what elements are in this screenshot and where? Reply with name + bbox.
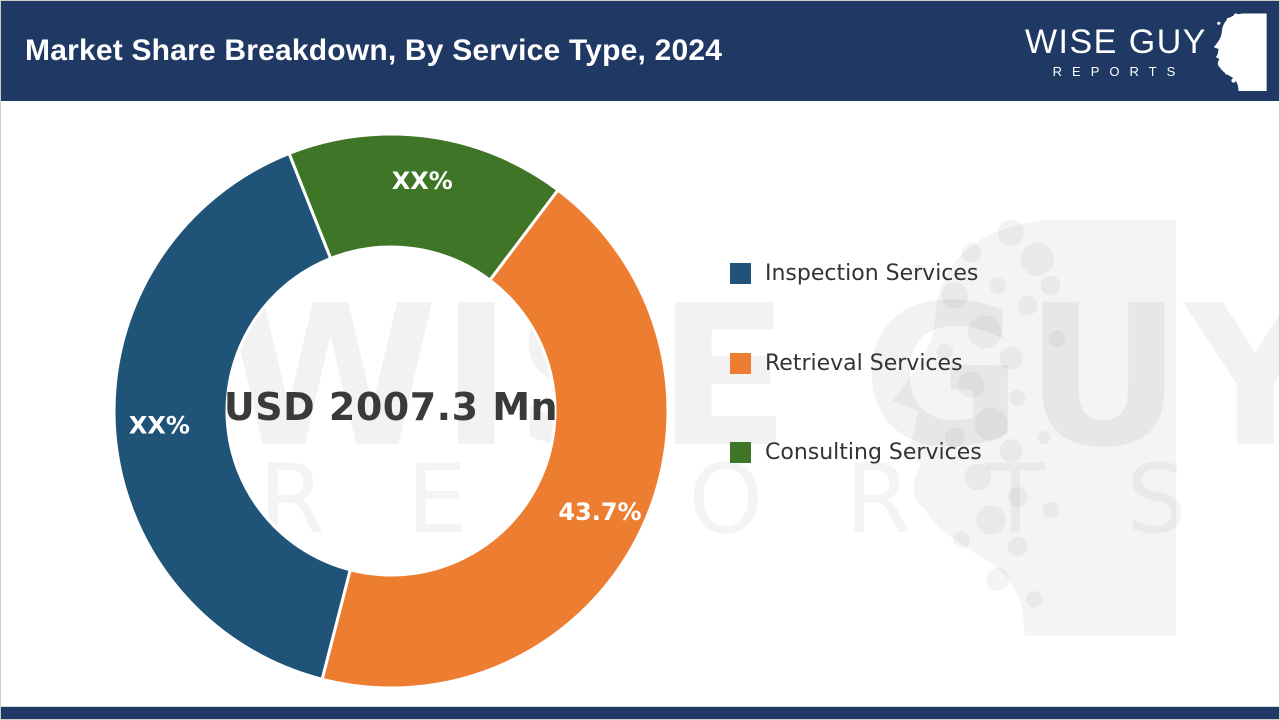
header-bar: Market Share Breakdown, By Service Type,… [1, 1, 1279, 101]
logo-line1: WISE GUY [1024, 23, 1207, 61]
footer-bar [1, 707, 1279, 719]
segment-label-inspection-services: XX% [129, 412, 190, 440]
legend-label: Retrieval Services [765, 350, 963, 376]
donut-segment-consulting-services [287, 132, 560, 282]
donut-segment-retrieval-services [320, 188, 670, 690]
donut-segment-inspection-services [112, 151, 352, 681]
donut-center-label: USD 2007.3 Mn [223, 385, 559, 429]
bottom-rule [1, 706, 1279, 707]
segment-label-retrieval-services: 43.7% [558, 498, 641, 526]
legend-item-retrieval-services: Retrieval Services [730, 350, 963, 376]
legend-swatch-retrieval-services [730, 352, 751, 374]
logo-text: WISE GUY REPORTS [1025, 23, 1207, 79]
segment-label-consulting-services: XX% [392, 167, 453, 195]
wise-guy-logo: WISE GUY REPORTS [1025, 11, 1267, 91]
logo-face-icon [1205, 11, 1267, 91]
legend-item-inspection-services: Inspection Services [730, 260, 979, 286]
logo-line2: REPORTS [1052, 64, 1186, 79]
legend-swatch-inspection-services [730, 262, 751, 284]
page-title: Market Share Breakdown, By Service Type,… [25, 34, 723, 67]
legend-label: Consulting Services [765, 439, 982, 465]
legend-swatch-consulting-services [730, 441, 751, 463]
legend-item-consulting-services: Consulting Services [730, 439, 982, 465]
legend-label: Inspection Services [765, 260, 979, 286]
